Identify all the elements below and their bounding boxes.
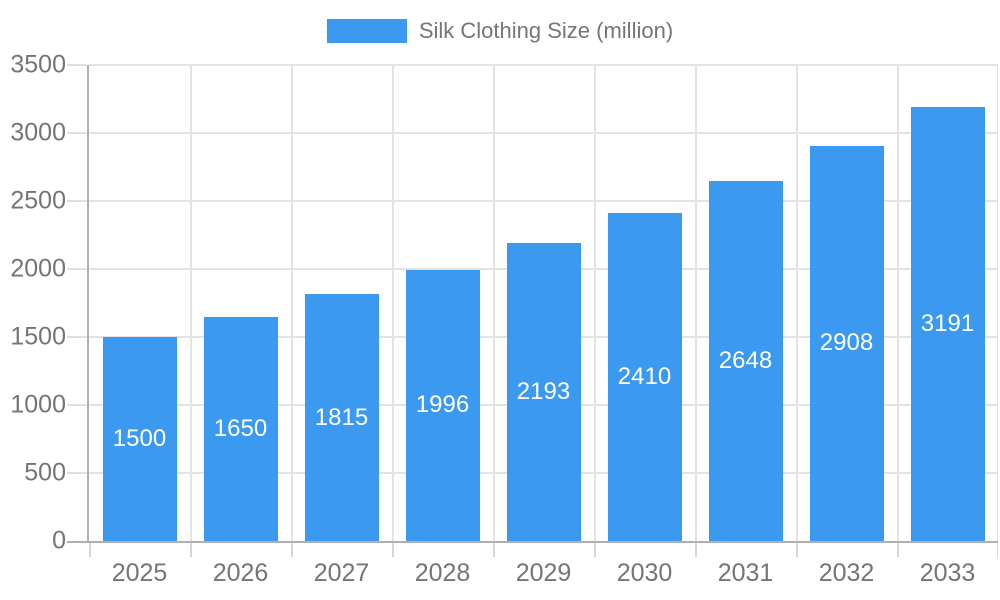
y-tick-label: 3500	[10, 50, 66, 79]
v-gridline	[996, 65, 998, 541]
x-axis-tick	[291, 543, 293, 557]
y-tick-label: 1500	[10, 322, 66, 351]
bar	[506, 242, 581, 541]
y-tick-label: 1000	[10, 390, 66, 419]
bar-value-label: 1815	[314, 403, 369, 431]
x-axis-tick	[695, 543, 697, 557]
y-tick-label: 0	[52, 526, 66, 555]
x-tick-label: 2029	[515, 559, 572, 587]
x-tick-label: 2031	[717, 559, 774, 587]
v-gridline	[392, 65, 394, 541]
bar-value-label: 2193	[516, 377, 571, 405]
y-tick-label: 500	[24, 458, 66, 487]
bar-value-label: 3191	[920, 310, 975, 337]
x-axis-tick	[190, 543, 192, 557]
h-gridline	[89, 64, 998, 66]
legend-swatch	[326, 19, 407, 43]
x-axis-tick	[493, 543, 495, 557]
v-gridline	[291, 65, 293, 541]
x-axis-tick	[594, 543, 596, 557]
plot-area: 0 500 1000 1500 2000 2500 3000 3500 1500 2025 1650…	[10, 51, 998, 587]
y-axis-tick	[67, 472, 87, 474]
y-axis-tick	[67, 404, 87, 406]
x-axis-tick	[897, 543, 899, 557]
bar	[607, 213, 682, 541]
y-axis-tick	[67, 64, 87, 66]
bar-value-label: 1500	[112, 425, 167, 452]
x-tick-label: 2025	[111, 559, 168, 587]
bar	[304, 294, 379, 541]
y-tick-label: 3000	[10, 118, 66, 147]
bar-value-label: 1650	[213, 414, 268, 442]
x-tick-label: 2033	[919, 559, 976, 587]
legend-label: Silk Clothing Size (million)	[418, 18, 674, 43]
v-gridline	[190, 65, 192, 541]
bar	[708, 180, 783, 541]
x-tick-label: 2030	[616, 559, 673, 587]
v-gridline	[594, 65, 596, 541]
bar-value-label: 2908	[819, 329, 874, 357]
v-gridline	[493, 65, 495, 541]
legend: Silk Clothing Size (million)	[0, 18, 1000, 44]
bar	[405, 269, 480, 541]
bar	[910, 107, 985, 541]
bar-value-label: 2648	[718, 346, 773, 374]
v-gridline	[897, 65, 899, 541]
bar	[203, 316, 278, 541]
y-tick-label: 2500	[10, 186, 66, 215]
x-tick-label: 2026	[212, 559, 269, 587]
x-axis-tick	[392, 543, 394, 557]
y-axis-tick	[67, 200, 87, 202]
h-gridline	[89, 200, 998, 202]
x-axis-origin-tick	[67, 541, 87, 543]
bar-value-label: 1996	[415, 391, 470, 419]
bar	[102, 337, 177, 541]
y-tick-label: 2000	[10, 254, 66, 283]
x-axis-tick	[996, 543, 998, 557]
bar	[809, 145, 884, 541]
bar-value-label: 2410	[617, 363, 672, 391]
x-axis-tick	[89, 543, 91, 557]
h-gridline	[89, 132, 998, 134]
v-gridline	[796, 65, 798, 541]
x-tick-label: 2027	[313, 559, 370, 587]
x-tick-label: 2032	[818, 559, 875, 587]
y-axis-tick	[67, 132, 87, 134]
y-axis-tick	[67, 336, 87, 338]
x-axis-tick	[796, 543, 798, 557]
v-gridline	[695, 65, 697, 541]
x-tick-label: 2028	[414, 559, 471, 587]
y-axis-tick	[67, 268, 87, 270]
